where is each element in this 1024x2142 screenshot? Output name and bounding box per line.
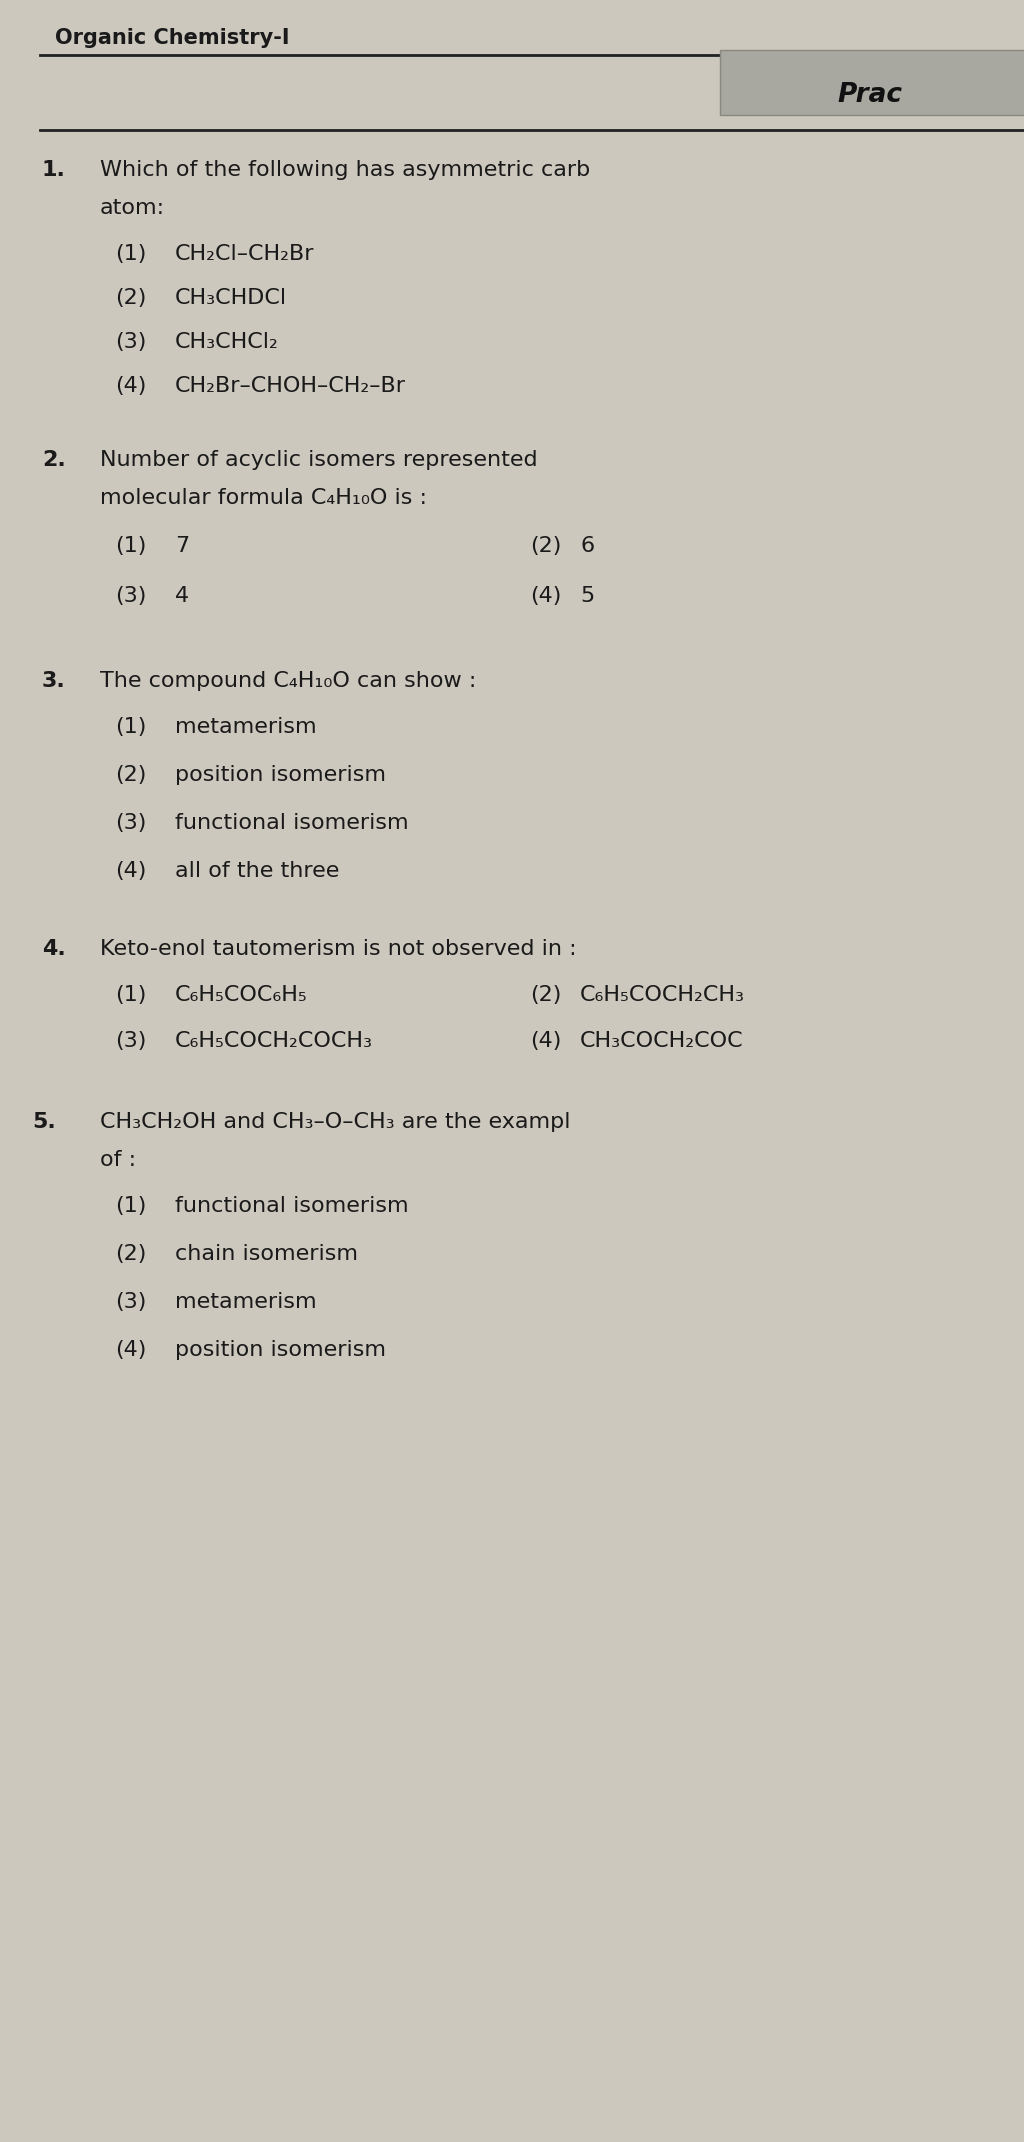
Text: 5: 5 xyxy=(580,587,594,606)
Text: Keto-enol tautomerism is not observed in :: Keto-enol tautomerism is not observed in… xyxy=(100,938,577,960)
Text: (3): (3) xyxy=(115,332,146,351)
Text: position isomerism: position isomerism xyxy=(175,1341,386,1360)
Text: (4): (4) xyxy=(115,377,146,396)
Text: (1): (1) xyxy=(115,1195,146,1217)
Text: (4): (4) xyxy=(530,1030,561,1052)
Text: 7: 7 xyxy=(175,536,189,557)
Text: Which of the following has asymmetric carb: Which of the following has asymmetric ca… xyxy=(100,161,590,180)
Text: 1.: 1. xyxy=(42,161,66,180)
Text: Prac: Prac xyxy=(838,81,902,107)
Text: (1): (1) xyxy=(115,985,146,1005)
Text: C₆H₅COCH₂COCH₃: C₆H₅COCH₂COCH₃ xyxy=(175,1030,373,1052)
Text: (2): (2) xyxy=(115,1245,146,1264)
Text: (3): (3) xyxy=(115,1292,146,1313)
Text: all of the three: all of the three xyxy=(175,861,339,880)
Text: The compound C₄H₁₀O can show :: The compound C₄H₁₀O can show : xyxy=(100,670,476,692)
Text: metamerism: metamerism xyxy=(175,1292,316,1313)
Text: CH₂Br–CHOH–CH₂–Br: CH₂Br–CHOH–CH₂–Br xyxy=(175,377,406,396)
Text: 2.: 2. xyxy=(42,450,66,469)
Text: (2): (2) xyxy=(115,765,146,784)
Text: CH₂Cl–CH₂Br: CH₂Cl–CH₂Br xyxy=(175,244,314,263)
Text: atom:: atom: xyxy=(100,197,165,218)
Text: 6: 6 xyxy=(580,536,594,557)
Text: (1): (1) xyxy=(115,536,146,557)
Text: Number of acyclic isomers represented: Number of acyclic isomers represented xyxy=(100,450,538,469)
Text: (4): (4) xyxy=(530,587,561,606)
Text: (3): (3) xyxy=(115,587,146,606)
Text: C₆H₅COC₆H₅: C₆H₅COC₆H₅ xyxy=(175,985,308,1005)
Text: (2): (2) xyxy=(530,985,561,1005)
Text: CH₃CHDCl: CH₃CHDCl xyxy=(175,287,287,308)
Text: chain isomerism: chain isomerism xyxy=(175,1245,358,1264)
Text: (3): (3) xyxy=(115,814,146,833)
Text: (2): (2) xyxy=(530,536,561,557)
Text: position isomerism: position isomerism xyxy=(175,765,386,784)
Text: 4: 4 xyxy=(175,587,189,606)
Text: of :: of : xyxy=(100,1150,136,1170)
Text: (4): (4) xyxy=(115,861,146,880)
Text: metamerism: metamerism xyxy=(175,718,316,737)
Text: C₆H₅COCH₂CH₃: C₆H₅COCH₂CH₃ xyxy=(580,985,745,1005)
Text: 5.: 5. xyxy=(32,1112,55,1131)
Text: Organic Chemistry-I: Organic Chemistry-I xyxy=(55,28,290,47)
Text: functional isomerism: functional isomerism xyxy=(175,1195,409,1217)
Text: (1): (1) xyxy=(115,244,146,263)
Text: CH₃COCH₂COC: CH₃COCH₂COC xyxy=(580,1030,743,1052)
Text: (4): (4) xyxy=(115,1341,146,1360)
Text: (2): (2) xyxy=(115,287,146,308)
FancyBboxPatch shape xyxy=(720,49,1024,116)
Text: (1): (1) xyxy=(115,718,146,737)
Text: 4.: 4. xyxy=(42,938,66,960)
Text: (3): (3) xyxy=(115,1030,146,1052)
Text: molecular formula C₄H₁₀O is :: molecular formula C₄H₁₀O is : xyxy=(100,488,427,508)
Text: CH₃CH₂OH and CH₃–O–CH₃ are the exampl: CH₃CH₂OH and CH₃–O–CH₃ are the exampl xyxy=(100,1112,570,1131)
Text: functional isomerism: functional isomerism xyxy=(175,814,409,833)
Text: CH₃CHCl₂: CH₃CHCl₂ xyxy=(175,332,279,351)
Text: 3.: 3. xyxy=(42,670,66,692)
